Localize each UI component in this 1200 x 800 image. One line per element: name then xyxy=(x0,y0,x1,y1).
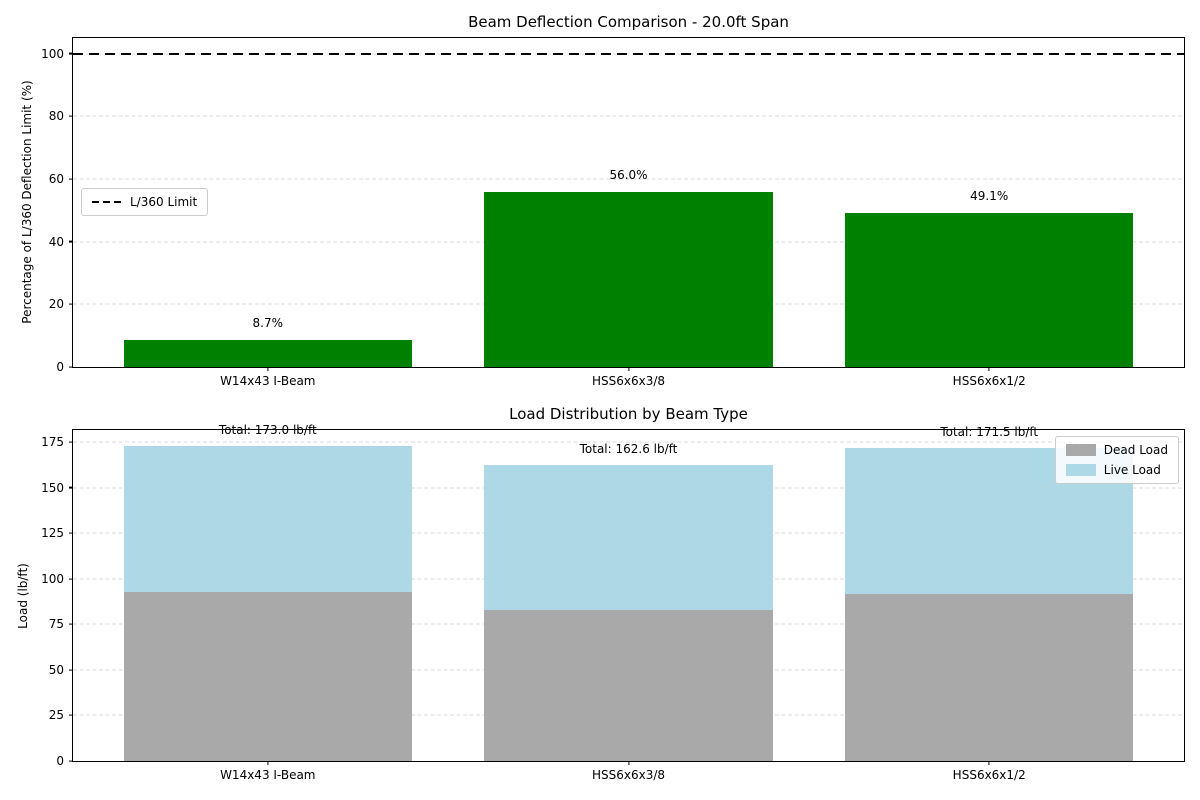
limit-legend-label: L/360 Limit xyxy=(130,195,198,209)
y-tick-mark xyxy=(69,487,73,489)
x-tick-mark xyxy=(267,367,269,371)
y-tick-mark xyxy=(69,578,73,580)
y-tick-label: 75 xyxy=(48,617,64,632)
dead-load-legend-label: Dead Load xyxy=(1103,443,1168,457)
deflection-bar xyxy=(123,339,413,367)
y-tick-mark xyxy=(69,115,73,117)
y-tick-mark xyxy=(69,760,73,762)
x-tick-label: HSS6x6x3/8 xyxy=(591,768,666,782)
x-tick-label: W14x43 I-Beam xyxy=(220,374,316,388)
total-label: Total: 162.6 lb/ft xyxy=(579,441,678,456)
gridline-y xyxy=(73,441,1184,443)
y-tick-mark xyxy=(69,303,73,305)
legend-row-live-load: Live Load xyxy=(1065,463,1168,477)
x-tick-label: W14x43 I-Beam xyxy=(220,768,316,782)
x-tick-label: HSS6x6x1/2 xyxy=(952,374,1026,388)
x-tick-label: HSS6x6x3/8 xyxy=(591,374,666,388)
y-tick-mark xyxy=(69,714,73,717)
y-tick-mark xyxy=(69,53,73,55)
load-y-axis-label: Load (lb/ft) xyxy=(16,563,30,629)
deflection-y-axis-label: Percentage of L/360 Deflection Limit (%) xyxy=(20,80,34,324)
deflection-bar xyxy=(484,191,773,367)
x-tick-mark xyxy=(627,367,630,371)
y-tick-mark xyxy=(69,623,73,625)
dashed-line-swatch xyxy=(92,201,122,203)
y-tick-mark xyxy=(69,366,73,368)
x-tick-mark xyxy=(267,761,269,765)
load-bar-segment-live xyxy=(484,464,773,611)
y-tick-label: 60 xyxy=(48,172,64,186)
y-tick-label: 25 xyxy=(48,708,64,723)
y-tick-mark xyxy=(69,178,73,180)
bar-value-label: 56.0% xyxy=(609,167,648,182)
total-label: Total: 171.5 lb/ft xyxy=(940,425,1039,440)
load-bar-segment-dead xyxy=(844,594,1134,761)
x-tick-mark xyxy=(988,761,990,765)
y-tick-label: 20 xyxy=(48,297,64,312)
y-tick-label: 0 xyxy=(56,754,64,768)
load-bar-segment-dead xyxy=(484,610,773,761)
gridline-y xyxy=(73,115,1184,117)
load-bar-segment-dead xyxy=(123,591,413,761)
legend-row-dead-load: Dead Load xyxy=(1065,443,1168,457)
y-tick-mark xyxy=(69,669,73,671)
limit-legend: L/360 Limit xyxy=(81,188,209,216)
bar-value-label: 8.7% xyxy=(252,315,284,330)
deflection-chart-title: Beam Deflection Comparison - 20.0ft Span xyxy=(468,13,789,31)
live-load-legend-label: Live Load xyxy=(1103,463,1161,477)
live-load-swatch xyxy=(1065,464,1096,476)
x-tick-label: HSS6x6x1/2 xyxy=(952,768,1026,782)
load-bar-segment-live xyxy=(123,445,413,592)
dead-load-swatch xyxy=(1065,444,1096,456)
y-tick-label: 80 xyxy=(48,109,64,124)
load-plot-area: Dead Load Live Load 0 25 50 75 100 125 150 175 W… xyxy=(41,423,1185,782)
deflection-bar xyxy=(844,213,1134,367)
deflection-plot-area: L/360 Limit 0 20 40 60 80 100 W14x43 I-Beam 8.7… xyxy=(41,37,1185,388)
y-tick-label: 150 xyxy=(41,480,64,495)
load-chart-title: Load Distribution by Beam Type xyxy=(509,405,748,423)
y-tick-label: 175 xyxy=(41,435,64,450)
y-tick-label: 40 xyxy=(48,234,64,249)
gridline-y xyxy=(73,178,1184,180)
bar-value-label: 49.1% xyxy=(970,189,1009,204)
y-tick-mark xyxy=(69,241,73,243)
x-tick-mark xyxy=(988,367,990,371)
y-tick-label: 100 xyxy=(41,46,64,61)
x-tick-mark xyxy=(627,761,630,765)
y-tick-mark xyxy=(69,441,73,443)
total-label: Total: 173.0 lb/ft xyxy=(218,422,317,437)
y-tick-label: 0 xyxy=(56,360,64,374)
y-tick-label: 100 xyxy=(41,571,64,586)
y-tick-mark xyxy=(69,532,73,534)
y-tick-label: 50 xyxy=(48,662,64,677)
y-tick-label: 125 xyxy=(41,526,64,541)
legend-row-limit: L/360 Limit xyxy=(92,195,197,209)
limit-line xyxy=(73,52,1184,55)
load-legend: Dead Load Live Load xyxy=(1054,436,1179,484)
